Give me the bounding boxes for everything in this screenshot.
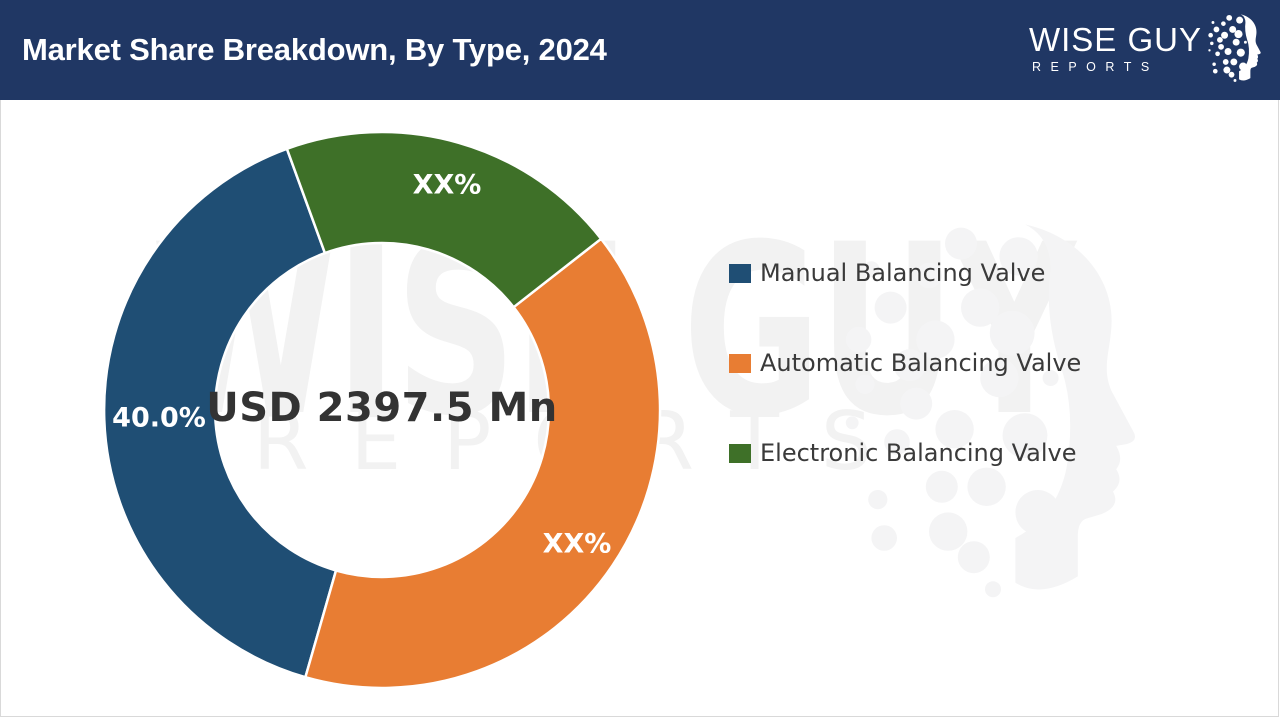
legend-label-electronic: Electronic Balancing Valve [760,439,1077,467]
chart-center-value: USD 2397.5 Mn [206,385,558,431]
wedge-manual-balancing-valve [102,147,338,679]
chart-area: WISE GUY REPORTS 40.0% XX% XX% USD 2397.… [0,100,1279,717]
wedge-label-automatic: XX% [542,528,612,560]
wedge-label-electronic: XX% [412,169,482,201]
brand-logo: WISE GUY REPORTS [1029,8,1264,88]
legend-item-automatic: Automatic Balancing Valve [729,349,1082,377]
brand-face-icon [1206,8,1264,88]
legend-swatch-manual [729,263,751,283]
brand-name: WISE GUY [1028,21,1202,58]
legend-swatch-automatic [729,353,751,373]
header-bar: Market Share Breakdown, By Type, 2024 WI… [0,0,1280,100]
legend-item-manual: Manual Balancing Valve [729,259,1046,287]
wedge-label-manual: 40.0% [112,402,206,434]
legend-item-electronic: Electronic Balancing Valve [729,439,1077,467]
legend-label-automatic: Automatic Balancing Valve [760,349,1082,377]
wedge-automatic-balancing-valve [304,237,662,690]
brand-logo-text: WISE GUY REPORTS [1028,21,1202,75]
wedge-electronic-balancing-valve [285,130,603,309]
legend-label-manual: Manual Balancing Valve [760,259,1046,287]
legend-swatch-electronic [729,443,751,463]
brand-subname: REPORTS [1031,60,1159,74]
donut-chart [102,130,662,690]
page-title: Market Share Breakdown, By Type, 2024 [22,32,607,67]
